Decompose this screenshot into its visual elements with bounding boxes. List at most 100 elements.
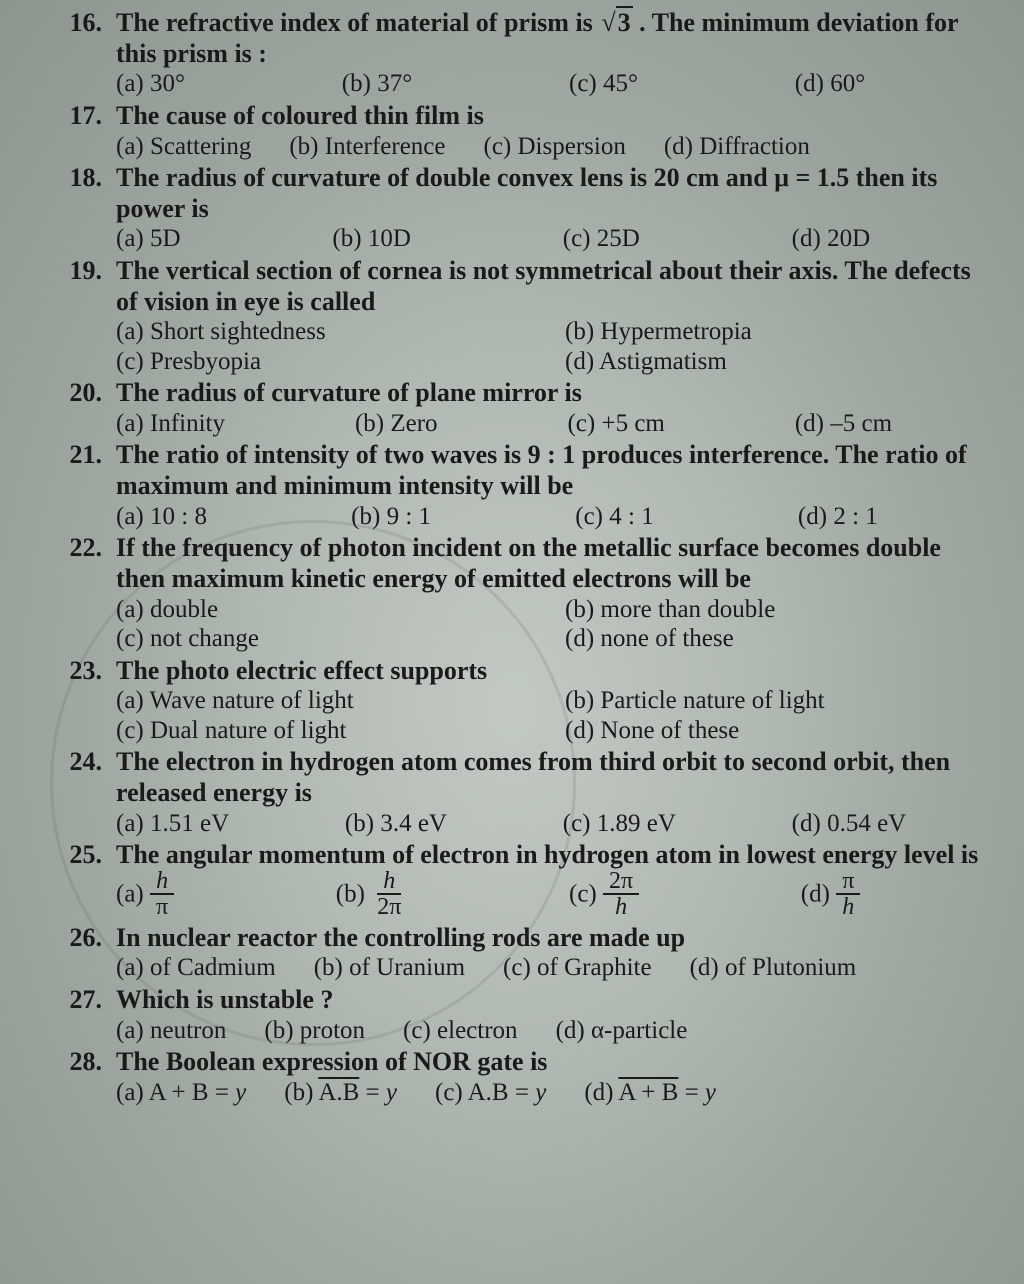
option: (a) double — [116, 595, 545, 625]
option: (a) A + B = y — [116, 1078, 246, 1108]
question: 22. If the frequency of photon incident o… — [60, 533, 994, 653]
question-stem: The photo electric effect supports — [116, 656, 994, 687]
question-number: 26. — [60, 923, 102, 983]
question-body: The refractive index of material of pris… — [116, 8, 994, 99]
exam-page: 16. The refractive index of material of p… — [0, 0, 1024, 1284]
option: (d) None of these — [565, 716, 994, 746]
question-stem: The radius of curvature of plane mirror … — [116, 378, 994, 409]
question-stem: The radius of curvature of double convex… — [116, 163, 994, 224]
question: 23.The photo electric effect supports(a)… — [60, 656, 994, 746]
option: (a) hπ — [116, 871, 308, 921]
option: (a) Infinity — [116, 409, 327, 439]
option: (c) 2πh — [569, 871, 773, 921]
option: (a) of Cadmium — [116, 953, 276, 983]
question-body: Which is unstable ?(a) neutron (b) proton… — [116, 985, 994, 1045]
option: (c) 45° — [569, 69, 767, 99]
option: (a) 5D — [116, 224, 304, 254]
option: (b) Zero — [355, 409, 540, 439]
question-stem: The vertical section of cornea is not sy… — [116, 256, 994, 317]
question-body: The radius of curvature of plane mirror … — [116, 378, 994, 438]
option: (c) 4 : 1 — [575, 502, 770, 532]
option-row: (a) hπ(b) h2π(c) 2πh(d) πh — [116, 871, 994, 921]
option: (d) A + B = y — [584, 1078, 716, 1108]
option: (b) of Uranium — [314, 953, 465, 983]
question-number: 17. — [60, 101, 102, 161]
option-row: (a) 1.51 eV(b) 3.4 eV(c) 1.89 eV(d) 0.54… — [116, 809, 994, 839]
option: (a) 10 : 8 — [116, 502, 323, 532]
option-row: (a) 10 : 8 (b) 9 : 1 (c) 4 : 1 (d) 2 : 1 — [116, 502, 994, 532]
question-stem: The angular momentum of electron in hydr… — [116, 840, 994, 871]
option: (d) 60° — [795, 69, 994, 99]
option: (d) Diffraction — [664, 132, 810, 162]
option-row: (a) A + B = y (b) A.B = y (c) A.B = y (d) A… — [116, 1078, 994, 1108]
question-body: The photo electric effect supports(a) Wa… — [116, 656, 994, 746]
option: (c) 25D — [563, 224, 764, 254]
question: 21. The ratio of intensity of two waves i… — [60, 440, 994, 531]
question-stem: The ratio of intensity of two waves is 9… — [116, 440, 994, 501]
question-body: If the frequency of photon incident on t… — [116, 533, 994, 653]
question-body: The Boolean expression of NOR gate is(a)… — [116, 1047, 994, 1107]
question: 25.The angular momentum of electron in h… — [60, 840, 994, 921]
question-number: 24. — [60, 747, 102, 838]
option: (d) 2 : 1 — [798, 502, 994, 532]
option: (c) of Graphite — [503, 953, 652, 983]
option: (b) Particle nature of light — [565, 686, 994, 716]
question: 24. The electron in hydrogen atom comes f… — [60, 747, 994, 838]
question-number: 16. — [60, 8, 102, 99]
question-stem: Which is unstable ? — [116, 985, 994, 1016]
question-body: The electron in hydrogen atom comes from… — [116, 747, 994, 838]
option: (c) electron — [403, 1016, 518, 1046]
question-number: 20. — [60, 378, 102, 438]
option: (c) Dual nature of light — [116, 716, 545, 746]
option: (a) neutron — [116, 1016, 226, 1046]
option-row: (a) double (b) more than double (c) not ch… — [116, 595, 994, 654]
option: (d) of Plutonium — [690, 953, 857, 983]
option-row: (a) 30° (b) 37° (c) 45° (d) 60° — [116, 69, 994, 99]
option: (c) not change — [116, 624, 545, 654]
question: 19.The vertical section of cornea is not… — [60, 256, 994, 376]
question-stem: If the frequency of photon incident on t… — [116, 533, 994, 594]
question-number: 28. — [60, 1047, 102, 1107]
option: (a) 30° — [116, 69, 314, 99]
question-stem: The electron in hydrogen atom comes from… — [116, 747, 994, 808]
option: (a) Short sightedness — [116, 317, 545, 347]
option: (d) Astigmatism — [565, 347, 994, 377]
question-body: In nuclear reactor the controlling rods … — [116, 923, 994, 983]
option: (b) Hypermetropia — [565, 317, 994, 347]
option: (d) –5 cm — [795, 409, 994, 439]
question: 20. The radius of curvature of plane mirr… — [60, 378, 994, 438]
option: (d) 20D — [792, 224, 994, 254]
question-body: The vertical section of cornea is not sy… — [116, 256, 994, 376]
option: (d) none of these — [565, 624, 994, 654]
question-list: 16. The refractive index of material of p… — [60, 8, 994, 1107]
option: (b) 9 : 1 — [351, 502, 547, 532]
option-row: (a) Wave nature of light(b) Particle nat… — [116, 686, 994, 745]
question: 16. The refractive index of material of p… — [60, 8, 994, 99]
option: (d) 0.54 eV — [792, 809, 994, 839]
question: 17.The cause of coloured thin film is(a)… — [60, 101, 994, 161]
question-number: 21. — [60, 440, 102, 531]
question-stem: In nuclear reactor the controlling rods … — [116, 923, 994, 954]
option-row: (a) Infinity (b) Zero (c) +5 cm (d) –5 cm — [116, 409, 994, 439]
question: 27. Which is unstable ?(a) neutron (b) pro… — [60, 985, 994, 1045]
question-stem: The refractive index of material of pris… — [116, 8, 994, 69]
question: 18.The radius of curvature of double con… — [60, 163, 994, 254]
option-row: (a) Short sightedness(b) Hypermetropia(c… — [116, 317, 994, 376]
option-row: (a) neutron (b) proton (c) electron (d) α-p… — [116, 1016, 994, 1046]
option: (b) more than double — [565, 595, 994, 625]
option-row: (a) Scattering(b) Interference(c) Disper… — [116, 132, 994, 162]
option: (b) A.B = y — [284, 1078, 397, 1108]
question: 26. In nuclear reactor the controlling ro… — [60, 923, 994, 983]
question-body: The radius of curvature of double convex… — [116, 163, 994, 254]
option: (d) πh — [801, 871, 994, 921]
option: (b) 37° — [342, 69, 541, 99]
option: (c) A.B = y — [435, 1078, 546, 1108]
option: (d) α-particle — [556, 1016, 688, 1046]
option: (b) proton — [264, 1016, 365, 1046]
question-number: 27. — [60, 985, 102, 1045]
option: (a) Scattering — [116, 132, 251, 162]
question-stem: The Boolean expression of NOR gate is — [116, 1047, 994, 1078]
question-number: 22. — [60, 533, 102, 653]
option: (c) 1.89 eV — [563, 809, 764, 839]
option: (c) +5 cm — [567, 409, 766, 439]
